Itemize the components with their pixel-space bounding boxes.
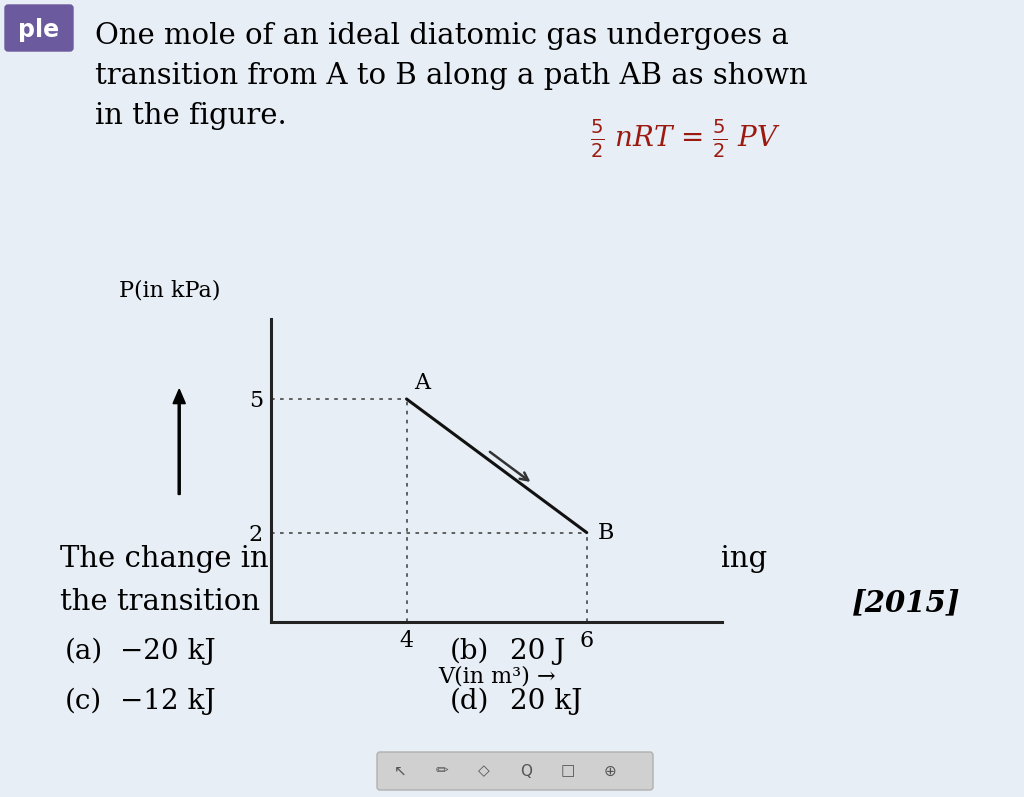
Text: (c): (c) [65, 688, 102, 715]
Text: −20 kJ: −20 kJ [120, 638, 216, 665]
Text: [2015]: [2015] [852, 588, 961, 617]
Text: ✏: ✏ [435, 764, 449, 779]
Text: P(in kPa): P(in kPa) [119, 279, 221, 301]
Text: −12 kJ: −12 kJ [120, 688, 216, 715]
Text: (a): (a) [65, 638, 103, 665]
Text: in the figure.: in the figure. [95, 102, 287, 130]
Text: Q: Q [520, 764, 532, 779]
Text: ⊕: ⊕ [603, 764, 616, 779]
Text: ◇: ◇ [478, 764, 489, 779]
Text: (b): (b) [450, 638, 489, 665]
Text: A: A [414, 371, 430, 394]
Text: One mole of an ideal diatomic gas undergoes a: One mole of an ideal diatomic gas underg… [95, 22, 788, 50]
Text: transition from A to B along a path AB as shown: transition from A to B along a path AB a… [95, 62, 808, 90]
Text: 20 J: 20 J [510, 638, 565, 665]
Text: □: □ [561, 764, 575, 779]
Text: 20 kJ: 20 kJ [510, 688, 583, 715]
FancyBboxPatch shape [377, 752, 653, 790]
Text: ple: ple [18, 18, 59, 42]
FancyBboxPatch shape [5, 5, 73, 51]
Text: (d): (d) [450, 688, 489, 715]
Text: $\frac{5}{2}$ nRT = $\frac{5}{2}$ PV: $\frac{5}{2}$ nRT = $\frac{5}{2}$ PV [590, 118, 780, 160]
Text: The change in internal energy of the gas during: The change in internal energy of the gas… [60, 545, 767, 573]
Text: ↖: ↖ [393, 764, 407, 779]
Text: B: B [598, 521, 614, 544]
Text: the transition is:: the transition is: [60, 588, 303, 616]
X-axis label: V(in m³) →: V(in m³) → [438, 665, 555, 688]
